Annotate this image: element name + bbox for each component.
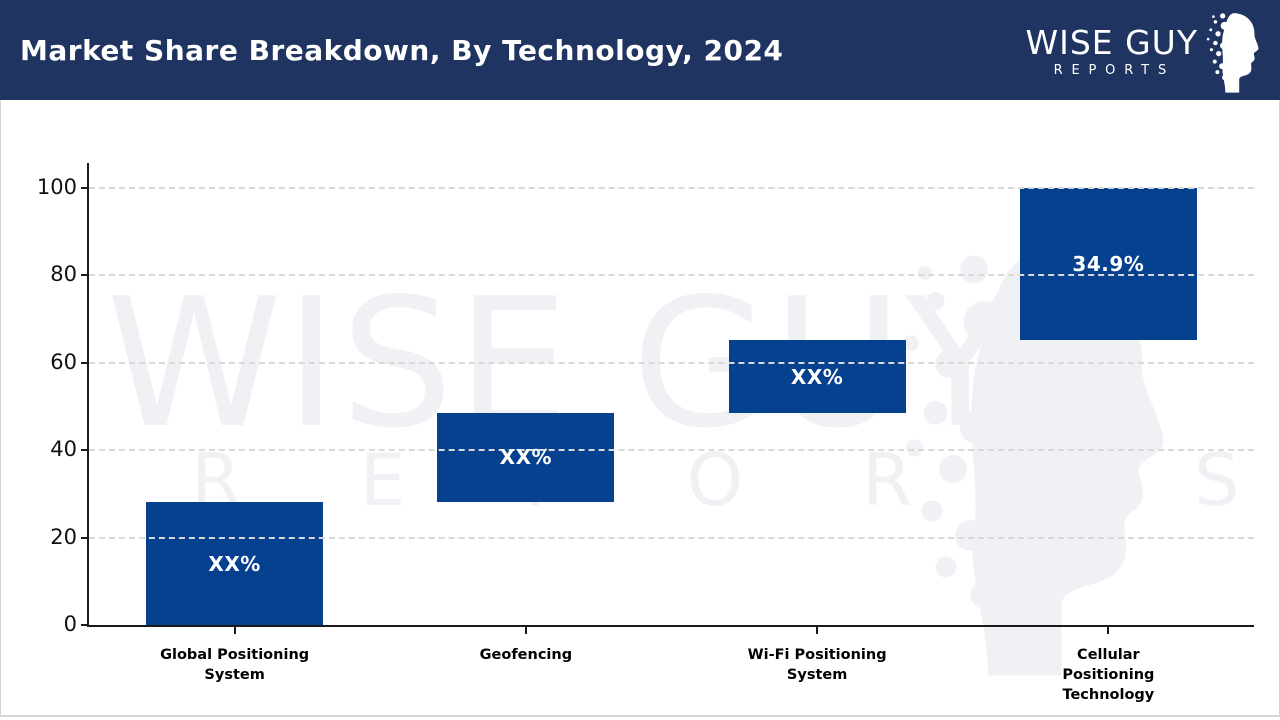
y-tick-label: 60 (50, 349, 77, 374)
bar-segment (437, 412, 615, 503)
category-label-line: Wi-Fi Positioning (747, 647, 887, 663)
logo-sub-text: REPORTS (1053, 62, 1176, 78)
category-label-line: System (786, 667, 848, 683)
category-label-line: Geofencing (479, 647, 573, 663)
y-axis-tick (81, 536, 89, 539)
y-axis-tick (81, 361, 89, 364)
category-label: Global Positioning System (91, 645, 378, 685)
bar-value-label: XX% (208, 551, 261, 576)
y-tick-label: 80 (50, 262, 77, 286)
logo-text: WISE GUY REPORTS (1025, 22, 1198, 78)
gridline (89, 536, 1254, 539)
chart-title: Market Share Breakdown, By Technology, 2… (20, 33, 784, 67)
gridline (89, 274, 1254, 276)
bar-value-label: 34.9% (1072, 251, 1145, 276)
bar-segment (146, 502, 324, 625)
wiseguy-logo: WISE GUY REPORTS (1025, 8, 1266, 94)
category-label-line: Positioning (1062, 667, 1155, 683)
y-axis-tick (81, 624, 89, 626)
x-axis-tick (524, 627, 527, 634)
y-tick-label: 40 (50, 437, 77, 461)
category-label-line: Global Positioning (160, 647, 310, 663)
x-axis-tick (816, 627, 819, 634)
header-bar: Market Share Breakdown, By Technology, 2… (0, 0, 1280, 100)
y-axis-tick (81, 274, 89, 276)
x-axis-tick (233, 627, 236, 634)
category-label: Cellular Positioning Technology (965, 645, 1252, 705)
category-label: Geofencing (382, 645, 669, 665)
face-dots-icon (1206, 13, 1259, 93)
gridline (89, 186, 1254, 189)
category-label-line: Technology (1062, 687, 1155, 703)
y-axis-tick (81, 449, 89, 451)
x-axis-tick (1107, 627, 1110, 634)
y-tick-label: 0 (63, 612, 77, 636)
bar-value-label: XX% (499, 445, 553, 470)
category-label: Wi-Fi Positioning System (674, 645, 961, 685)
bar-segment (1019, 187, 1197, 341)
x-axis-line (87, 625, 1254, 627)
y-tick-label: 100 (36, 174, 77, 199)
category-label-line: System (204, 667, 265, 683)
y-axis-tick (81, 186, 89, 189)
gridline (89, 449, 1254, 451)
watermark-face-dots-icon (890, 254, 1164, 676)
gridline (89, 361, 1254, 364)
logo-brand-text: WISE GUY (1025, 22, 1198, 62)
bar-segment (728, 340, 906, 413)
chart-canvas: WISE GUY R E P O R T S 0 20 40 60 80 100 XX% Gl… (0, 100, 1280, 717)
y-axis-line (87, 163, 89, 627)
category-label-line: Cellular (1077, 647, 1140, 663)
y-tick-label: 20 (50, 524, 77, 549)
bar-value-label: XX% (790, 364, 844, 389)
